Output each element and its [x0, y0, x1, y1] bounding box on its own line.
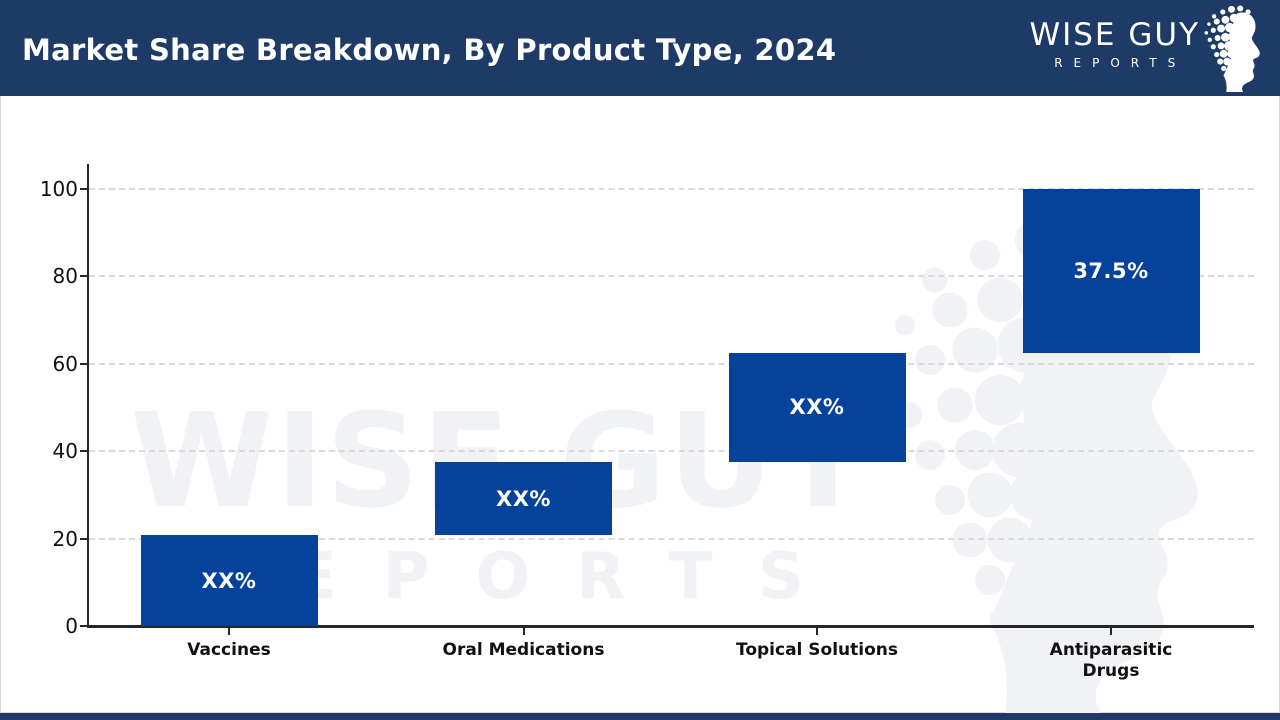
- x-category-label: Vaccines: [187, 640, 271, 660]
- y-tick-label: 40: [52, 439, 78, 464]
- gridline-60: [89, 362, 1254, 365]
- x-axis-line: [87, 625, 1254, 628]
- bar-antiparasitic-drugs: 37.5%: [1022, 188, 1200, 353]
- y-tick-label: 80: [52, 264, 78, 289]
- y-tick-mark: [80, 450, 87, 453]
- brand-subtitle-text: REPORTS: [1054, 56, 1187, 70]
- page-title: Market Share Breakdown, By Product Type,…: [22, 33, 837, 67]
- gridline-80: [89, 275, 1254, 278]
- bar-vaccines: XX%: [140, 535, 318, 627]
- brand-wordmark: WISE GUY REPORTS: [1029, 17, 1200, 70]
- y-tick-label: 0: [65, 614, 78, 639]
- bar-value-label: XX%: [201, 568, 257, 593]
- gridline-20: [89, 537, 1254, 540]
- y-tick-mark: [80, 187, 87, 190]
- y-tick-label: 60: [52, 351, 78, 376]
- y-tick-label: 20: [52, 526, 78, 551]
- y-tick-mark: [80, 625, 87, 628]
- brand-logo: WISE GUY REPORTS: [1022, 0, 1272, 96]
- bar-value-label: XX%: [789, 395, 845, 420]
- x-category-label: Topical Solutions: [735, 640, 898, 660]
- x-tick-mark: [522, 628, 525, 635]
- header-bar: Market Share Breakdown, By Product Type,…: [0, 0, 1280, 96]
- x-category-label: Oral Medications: [442, 640, 605, 660]
- x-tick-mark: [1110, 628, 1112, 635]
- bar-value-label: XX%: [496, 486, 551, 511]
- x-tick-mark: [228, 628, 230, 635]
- x-category-label: Antiparasitic Drugs: [1049, 640, 1173, 681]
- footer-bar: [0, 713, 1280, 720]
- y-axis-line: [87, 164, 89, 628]
- bar-topical-solutions: XX%: [728, 352, 906, 463]
- bar-value-label: 37.5%: [1073, 258, 1149, 283]
- bar-oral-medications: XX%: [435, 462, 612, 536]
- gridline-100: [89, 187, 1254, 190]
- y-tick-mark: [80, 362, 87, 365]
- brand-name-text: WISE GUY: [1029, 17, 1200, 53]
- y-tick-label: 100: [39, 176, 78, 201]
- y-tick-mark: [80, 275, 87, 278]
- gridline-40: [89, 450, 1254, 453]
- x-tick-mark: [816, 628, 818, 635]
- y-tick-mark: [80, 537, 87, 540]
